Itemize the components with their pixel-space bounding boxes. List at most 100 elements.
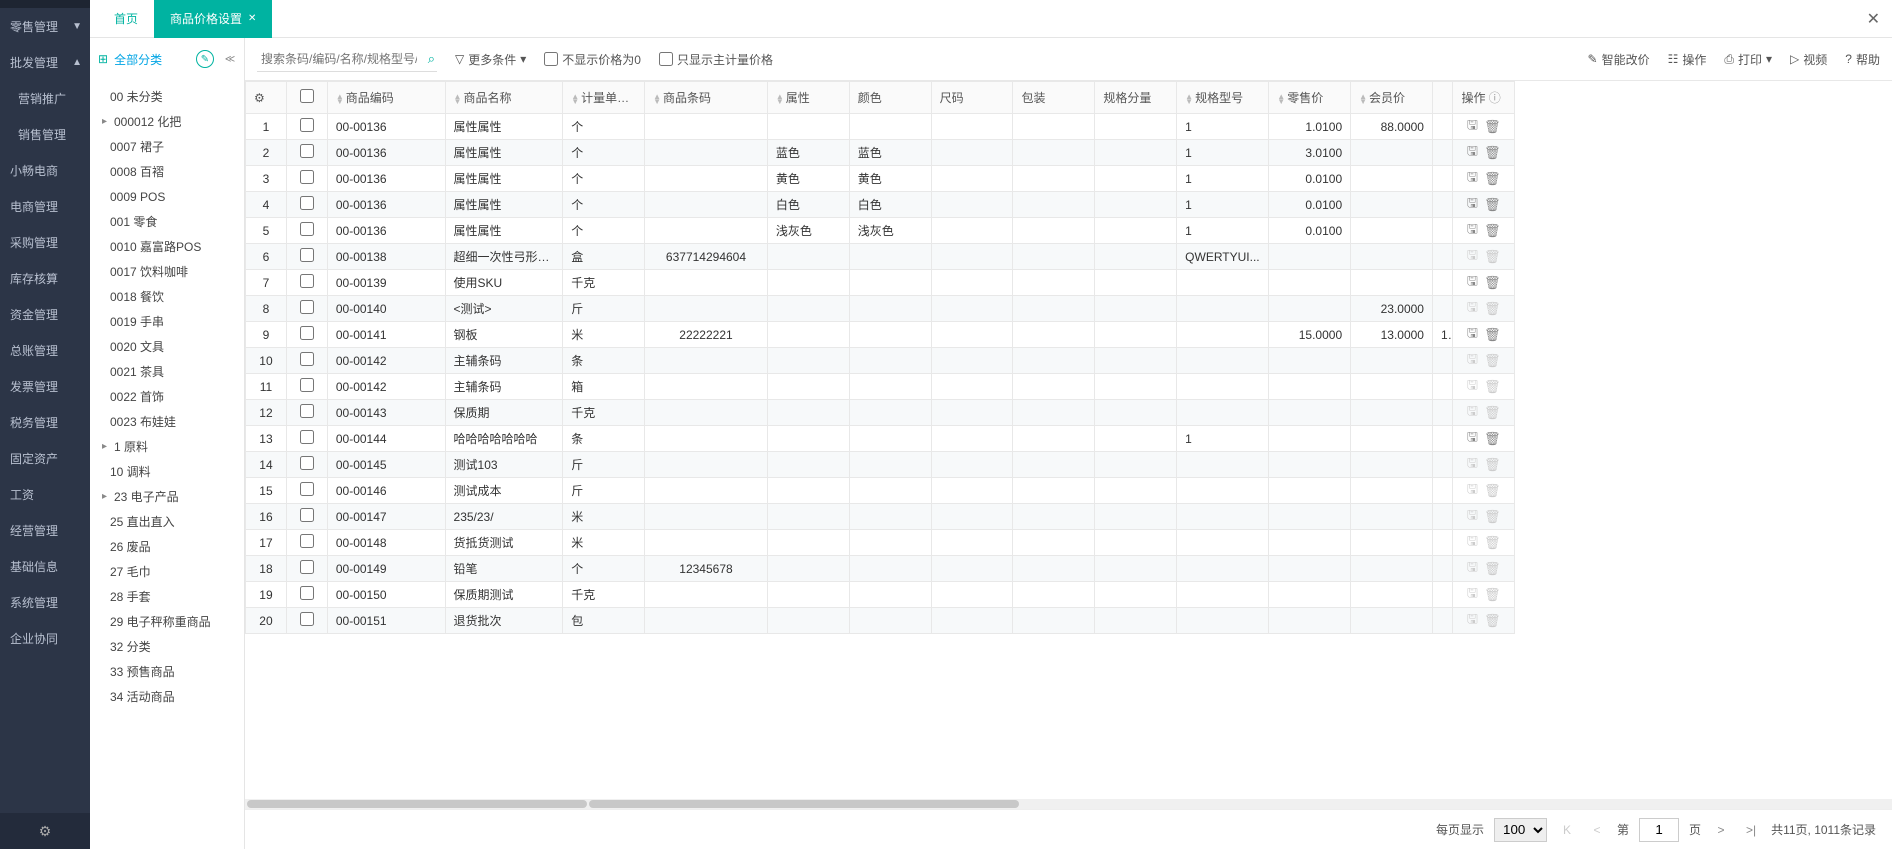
- operate-button[interactable]: ☷操作: [1668, 51, 1707, 68]
- search-icon[interactable]: ⌕: [428, 51, 435, 67]
- save-row-icon[interactable]: 🖫: [1467, 428, 1478, 450]
- col-color[interactable]: 颜色: [849, 82, 931, 114]
- menu-inventory[interactable]: 库存核算: [0, 260, 90, 296]
- horizontal-scrollbar[interactable]: [245, 799, 1892, 809]
- category-item[interactable]: 1 原料: [90, 434, 244, 459]
- category-item[interactable]: 0019 手串: [90, 309, 244, 334]
- row-checkbox[interactable]: [300, 326, 314, 340]
- category-item[interactable]: 27 毛巾: [90, 559, 244, 584]
- category-item[interactable]: 0009 POS: [90, 184, 244, 209]
- smart-edit-button[interactable]: ✎智能改价: [1588, 51, 1650, 68]
- save-row-icon[interactable]: 🖫: [1467, 324, 1478, 346]
- delete-row-icon[interactable]: 🗑: [1484, 613, 1501, 629]
- table-row[interactable]: 1900-00150保质期测试千克🖫🗑: [246, 582, 1515, 608]
- table-row[interactable]: 1000-00142主辅条码条🖫🗑: [246, 348, 1515, 374]
- save-row-icon[interactable]: 🖫: [1467, 506, 1478, 528]
- save-row-icon[interactable]: 🖫: [1467, 376, 1478, 398]
- table-row[interactable]: 1700-00148货抵货测试米🖫🗑: [246, 530, 1515, 556]
- table-row[interactable]: 600-00138超细一次性弓形牙线盒637714294604QWERTYUI.…: [246, 244, 1515, 270]
- menu-salary[interactable]: 工资: [0, 476, 90, 512]
- delete-row-icon[interactable]: 🗑: [1484, 301, 1501, 317]
- category-item[interactable]: 0022 首饰: [90, 384, 244, 409]
- scrollbar-thumb[interactable]: [247, 800, 587, 808]
- col-code[interactable]: ▲▼商品编码: [327, 82, 445, 114]
- col-specqty[interactable]: 规格分量: [1095, 82, 1177, 114]
- row-checkbox[interactable]: [300, 456, 314, 470]
- row-checkbox[interactable]: [300, 508, 314, 522]
- row-checkbox[interactable]: [300, 222, 314, 236]
- main-unit-label[interactable]: 只显示主计量价格: [659, 51, 773, 68]
- menu-enterprise[interactable]: 企业协同: [0, 620, 90, 656]
- save-row-icon[interactable]: 🖫: [1467, 116, 1478, 138]
- menu-retail[interactable]: 零售管理▼: [0, 8, 90, 44]
- per-page-select[interactable]: 100: [1494, 818, 1547, 842]
- save-row-icon[interactable]: 🖫: [1467, 402, 1478, 424]
- category-item[interactable]: 25 直出直入: [90, 509, 244, 534]
- prev-page-button[interactable]: <: [1587, 823, 1607, 837]
- category-item[interactable]: 0008 百褶: [90, 159, 244, 184]
- table-row[interactable]: 1600-00147235/23/米🖫🗑: [246, 504, 1515, 530]
- category-item[interactable]: 28 手套: [90, 584, 244, 609]
- hide-zero-label[interactable]: 不显示价格为0: [544, 51, 641, 68]
- category-item[interactable]: 10 调料: [90, 459, 244, 484]
- table-row[interactable]: 300-00136属性属性个黄色黄色10.0100🖫🗑: [246, 166, 1515, 192]
- category-item[interactable]: 26 废品: [90, 534, 244, 559]
- category-item[interactable]: 33 预售商品: [90, 659, 244, 684]
- col-spectype[interactable]: ▲▼规格型号: [1177, 82, 1269, 114]
- table-row[interactable]: 200-00136属性属性个蓝色蓝色13.0100🖫🗑: [246, 140, 1515, 166]
- table-row[interactable]: 700-00139使用SKU千克🖫🗑: [246, 270, 1515, 296]
- delete-row-icon[interactable]: 🗑: [1484, 535, 1501, 551]
- row-checkbox[interactable]: [300, 430, 314, 444]
- save-row-icon[interactable]: 🖫: [1467, 480, 1478, 502]
- save-row-icon[interactable]: 🖫: [1467, 584, 1478, 606]
- delete-row-icon[interactable]: 🗑: [1484, 171, 1501, 187]
- table-row[interactable]: 1800-00149铅笔个12345678🖫🗑: [246, 556, 1515, 582]
- category-item[interactable]: 0017 饮料咖啡: [90, 259, 244, 284]
- row-checkbox[interactable]: [300, 560, 314, 574]
- col-member[interactable]: ▲▼会员价: [1351, 82, 1433, 114]
- menu-sales[interactable]: 销售管理: [0, 116, 90, 152]
- col-barcode[interactable]: ▲▼商品条码: [645, 82, 768, 114]
- col-settings[interactable]: ⚙: [246, 82, 287, 114]
- row-checkbox[interactable]: [300, 404, 314, 418]
- settings-button[interactable]: ⚙: [0, 813, 90, 849]
- delete-row-icon[interactable]: 🗑: [1484, 379, 1501, 395]
- save-row-icon[interactable]: 🖫: [1467, 194, 1478, 216]
- table-row[interactable]: 2000-00151退货批次包🖫🗑: [246, 608, 1515, 634]
- save-row-icon[interactable]: 🖫: [1467, 272, 1478, 294]
- table-row[interactable]: 400-00136属性属性个白色白色10.0100🖫🗑: [246, 192, 1515, 218]
- save-row-icon[interactable]: 🖫: [1467, 142, 1478, 164]
- row-checkbox[interactable]: [300, 118, 314, 132]
- save-row-icon[interactable]: 🖫: [1467, 558, 1478, 580]
- menu-basicinfo[interactable]: 基础信息: [0, 548, 90, 584]
- menu-wholesale[interactable]: 批发管理▲: [0, 44, 90, 80]
- last-page-button[interactable]: >|: [1741, 823, 1761, 837]
- row-checkbox[interactable]: [300, 482, 314, 496]
- menu-funds[interactable]: 资金管理: [0, 296, 90, 332]
- category-item[interactable]: 0018 餐饮: [90, 284, 244, 309]
- category-item[interactable]: 32 分类: [90, 634, 244, 659]
- print-button[interactable]: ⎙打印▾: [1724, 51, 1772, 68]
- delete-row-icon[interactable]: 🗑: [1484, 483, 1501, 499]
- help-button[interactable]: ?帮助: [1845, 51, 1880, 68]
- category-item[interactable]: 0023 布娃娃: [90, 409, 244, 434]
- col-name[interactable]: ▲▼商品名称: [445, 82, 563, 114]
- tab-home[interactable]: 首页: [98, 0, 154, 38]
- table-row[interactable]: 100-00136属性属性个11.010088.0000🖫🗑: [246, 114, 1515, 140]
- hide-zero-checkbox[interactable]: [544, 52, 558, 66]
- row-checkbox[interactable]: [300, 170, 314, 184]
- select-all-checkbox[interactable]: [300, 89, 314, 103]
- save-row-icon[interactable]: 🖫: [1467, 246, 1478, 268]
- row-checkbox[interactable]: [300, 144, 314, 158]
- table-row[interactable]: 1200-00143保质期千克🖫🗑: [246, 400, 1515, 426]
- tab-price-settings[interactable]: 商品价格设置✕: [154, 0, 272, 38]
- row-checkbox[interactable]: [300, 274, 314, 288]
- category-item[interactable]: 00 未分类: [90, 84, 244, 109]
- menu-marketing[interactable]: 营销推广: [0, 80, 90, 116]
- delete-row-icon[interactable]: 🗑: [1484, 223, 1501, 239]
- collapse-icon[interactable]: ≪: [222, 51, 238, 67]
- row-checkbox[interactable]: [300, 248, 314, 262]
- tab-bar-close[interactable]: ✕: [1867, 9, 1880, 29]
- close-icon[interactable]: ✕: [248, 13, 256, 24]
- category-item[interactable]: 0007 裙子: [90, 134, 244, 159]
